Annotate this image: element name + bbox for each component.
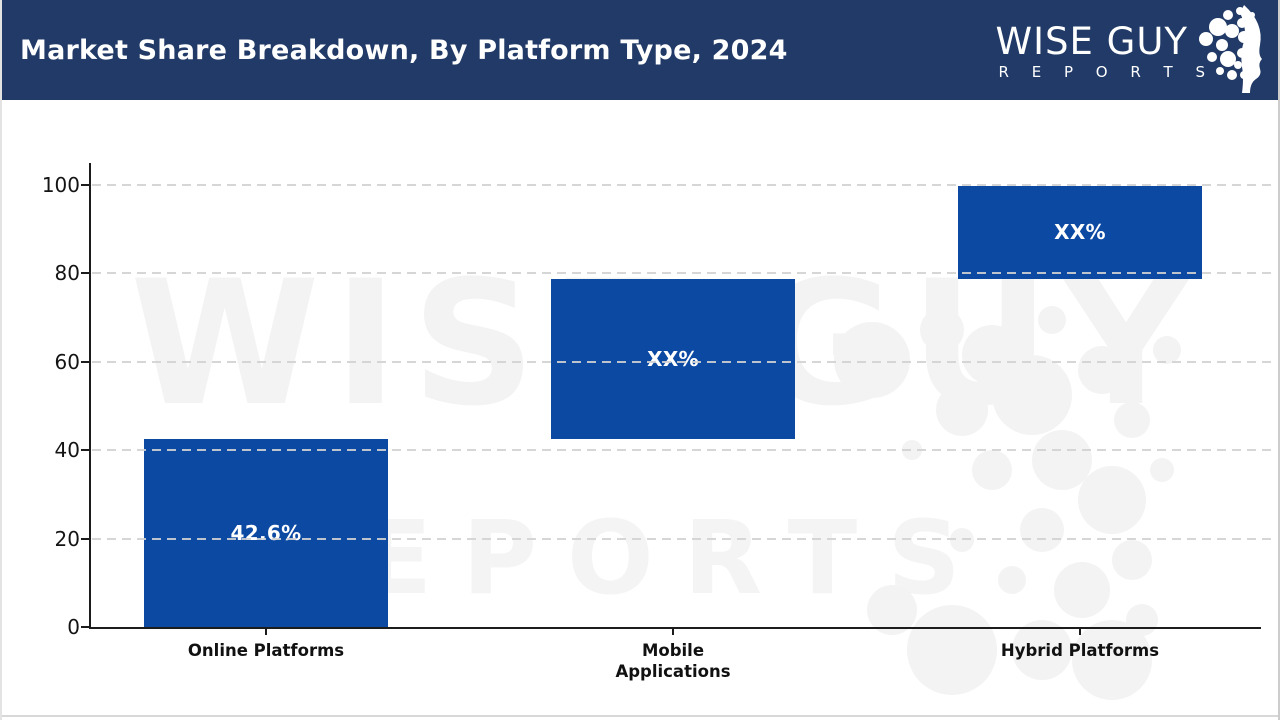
bar-online-platforms: 42.6%	[144, 438, 388, 627]
x-tick-mark	[672, 627, 674, 635]
x-category-label: Online Platforms	[146, 640, 386, 661]
header: Market Share Breakdown, By Platform Type…	[2, 0, 1278, 100]
y-tick-mark	[81, 449, 90, 452]
chart-title: Market Share Breakdown, By Platform Type…	[20, 34, 788, 66]
y-tick-label: 60	[54, 349, 80, 374]
gridline-y-80	[92, 272, 1274, 275]
y-tick-label: 20	[54, 526, 80, 551]
wise-guy-reports-logo: WISE GUY R E P O R T S	[995, 5, 1264, 93]
y-tick-mark	[81, 626, 90, 628]
x-category-label-line: Online Platforms	[187, 641, 345, 660]
bar-mobile-applications: XX%	[551, 279, 795, 439]
y-tick-label: 100	[41, 172, 80, 197]
y-tick-label: 40	[54, 438, 80, 463]
y-tick-mark	[81, 537, 90, 540]
x-category-label-line: Hybrid Platforms	[1000, 641, 1160, 660]
gridline-y-40	[92, 449, 1274, 452]
x-category-label: Mobile Applications	[553, 640, 793, 682]
y-tick-mark	[81, 272, 90, 275]
gridline-y-60	[92, 360, 1274, 363]
x-category-label: Hybrid Platforms	[960, 640, 1200, 661]
y-tick-label: 0	[67, 615, 80, 639]
y-tick-mark	[81, 360, 90, 363]
logo-head-icon	[1199, 5, 1262, 93]
logo-text: WISE GUY R E P O R T S	[995, 19, 1214, 81]
y-tick-label: 80	[54, 261, 80, 286]
x-category-label-line: Applications	[615, 662, 731, 681]
gridline-y-100	[92, 183, 1274, 186]
x-tick-mark	[265, 627, 267, 635]
x-axis	[89, 627, 1261, 629]
y-tick-mark	[81, 183, 90, 186]
logo-subtext: R E P O R T S	[998, 62, 1214, 81]
x-tick-mark	[1079, 627, 1081, 635]
gridline-y-20	[92, 537, 1274, 540]
bar-value-label: XX%	[647, 346, 699, 371]
bottom-border	[2, 715, 1278, 717]
x-category-label-line: Mobile	[641, 641, 705, 660]
bar-hybrid-platforms: XX%	[958, 185, 1202, 280]
y-axis	[89, 163, 91, 629]
bar-value-label: XX%	[1054, 220, 1106, 245]
bar-value-label: 42.6%	[230, 520, 302, 545]
logo-wordmark: WISE GUY	[995, 19, 1189, 63]
